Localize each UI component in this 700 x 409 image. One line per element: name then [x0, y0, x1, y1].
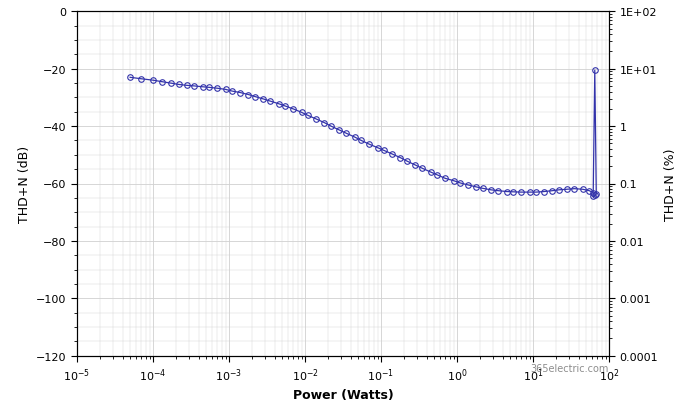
Y-axis label: THD+N (dB): THD+N (dB) — [18, 146, 31, 222]
X-axis label: Power (Watts): Power (Watts) — [293, 388, 393, 401]
Text: 365electric.com: 365electric.com — [531, 363, 609, 373]
Y-axis label: THD+N (%): THD+N (%) — [664, 148, 677, 220]
